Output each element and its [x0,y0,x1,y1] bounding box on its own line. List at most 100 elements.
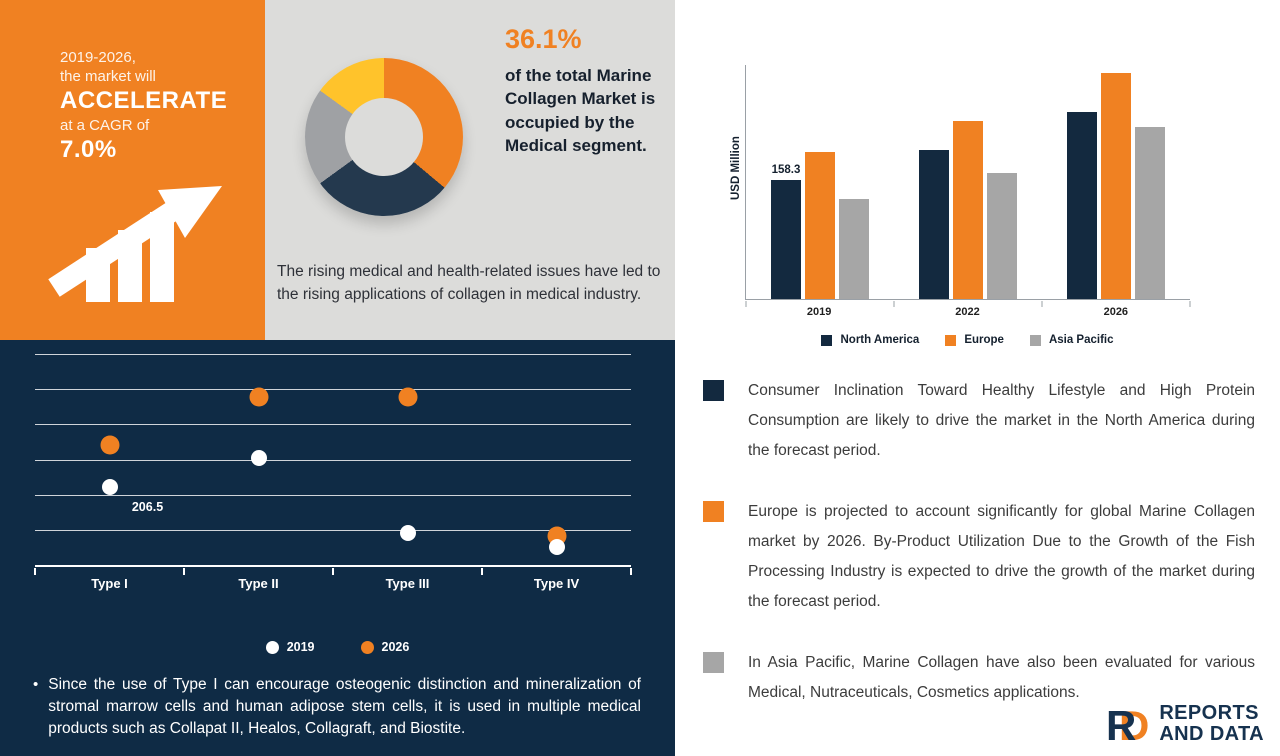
legend-label: Asia Pacific [1048,334,1114,346]
reports-and-data-logo: D R REPORTS AND DATA [1106,702,1264,746]
x-category-label: Type III [385,576,430,591]
data-point-2026 [249,387,268,407]
europe-swatch [703,501,724,522]
collagen-type-panel: 206.5 Type I Type II Type III Type IV 2019 2… [0,340,675,756]
data-point-2026 [398,387,417,407]
data-point-2026 [100,435,119,455]
x-category-label: Type II [238,576,279,591]
gridline [35,389,631,391]
gridline [35,354,631,355]
legend-item: North America [821,334,919,346]
legend-marker [360,640,374,654]
accelerate-word: ACCELERATE [60,87,228,114]
medical-share-stat: 36.1% [505,24,582,54]
data-point-2019 [101,478,118,495]
bullet-glyph: • [33,676,39,693]
forecast-period: 2019-2026, [60,49,136,66]
bar-Asia Pacific [1135,126,1165,299]
legend-item: 2019 [265,640,315,654]
type-dot-chart-x-axis: Type I Type II Type III Type IV [35,576,631,591]
europe-bullet: Europe is projected to account significa… [703,497,1255,617]
axis-tick [332,568,334,575]
segment-donut-chart [305,58,463,216]
legend-item: 2026 [360,640,410,654]
gridline [35,565,631,567]
promo-line-4: at a CAGR of [60,117,150,134]
bar-Europe [1101,73,1131,299]
logo-wordmark: REPORTS AND DATA [1159,703,1264,745]
gridline [35,424,631,426]
north-america-swatch [703,380,724,401]
svg-text:D: D [1119,702,1149,746]
europe-text: Europe is projected to account significa… [748,503,1255,610]
axis-tick [34,568,36,575]
legend-item: Asia Pacific [1029,334,1114,346]
north-america-text: Consumer Inclination Toward Healthy Life… [748,382,1255,459]
type-note-row: • Since the use of Type I can encourage … [33,674,641,740]
asia-pacific-swatch [703,652,724,673]
type-dot-chart-legend: 2019 2026 [0,640,675,654]
regional-panel: USD Million 158.3 2019 2022 2026 North Ame… [680,0,1280,756]
growth-arrow-icon [48,186,222,302]
bar-value-label: 158.3 [771,163,801,176]
bar-Asia Pacific [839,199,869,299]
gridline [35,459,631,461]
rd-logo-icon: D R [1106,702,1149,746]
bar-North America [919,149,949,299]
data-point-2019 [548,539,565,556]
legend-item: Europe [945,334,1004,346]
bar-Europe [805,151,835,299]
gridline [35,529,631,531]
x-category-label: 2019 [806,306,832,318]
medical-trend-note: The rising medical and health-related is… [277,263,661,304]
axis-tick [481,568,483,575]
axis-tick [1041,301,1043,307]
x-category-label: Type IV [533,576,580,591]
axis-tick [183,568,185,575]
legend-label: 2019 [286,640,315,654]
legend-marker [945,334,957,346]
legend-label: Europe [964,334,1004,346]
data-point-2019 [399,524,416,541]
regional-bar-chart-x-axis: 2019 2022 2026 [745,306,1190,318]
bar-Europe [953,120,983,299]
regional-bar-chart: 158.3 [745,65,1191,307]
axis-tick [630,568,632,575]
bar-North America [771,179,801,299]
regional-bar-chart-legend: North America Europe Asia Pacific [745,334,1190,346]
svg-text:R: R [1106,702,1136,746]
axis-tick [1189,301,1191,307]
point-value-label: 206.5 [131,499,164,514]
bar-Asia Pacific [987,172,1017,299]
data-point-2019 [250,449,267,466]
legend-label: North America [840,334,920,346]
cagr-value: 7.0% [60,136,117,163]
medical-segment-panel: 36.1% of the total Marine Collagen Marke… [265,0,675,340]
north-america-bullet: Consumer Inclination Toward Healthy Life… [703,376,1255,466]
asia-pacific-text: In Asia Pacific, Marine Collagen have al… [748,654,1255,701]
type-dot-chart: 206.5 [34,354,632,575]
axis-tick [893,301,895,307]
donut-hole [345,98,423,176]
bar-chart-y-axis-label: USD Million [730,136,742,200]
x-category-label: 2026 [1103,306,1129,318]
type-i-note: Since the use of Type I can encourage os… [48,676,641,737]
x-category-label: 2022 [955,306,980,318]
x-category-label: Type I [91,576,128,591]
axis-tick [745,301,747,307]
legend-marker [821,334,833,346]
cagr-panel: 2019-2026, the market will ACCELERATE at… [0,0,265,340]
cagr-text-block: 2019-2026, the market will ACCELERATE at… [60,48,227,165]
legend-marker [265,640,279,654]
legend-label: 2026 [381,640,410,654]
logo-text-and-data: AND DATA [1159,723,1264,745]
bar-North America [1067,111,1097,299]
promo-line-2: the market will [60,68,156,85]
logo-text-reports: REPORTS [1159,702,1259,724]
medical-share-block: 36.1% of the total Marine Collagen Marke… [505,24,663,158]
asia-pacific-bullet: In Asia Pacific, Marine Collagen have al… [703,648,1255,708]
gridline [35,494,631,496]
legend-marker [1029,334,1041,346]
medical-share-caption: of the total Marine Collagen Market is o… [505,66,656,156]
